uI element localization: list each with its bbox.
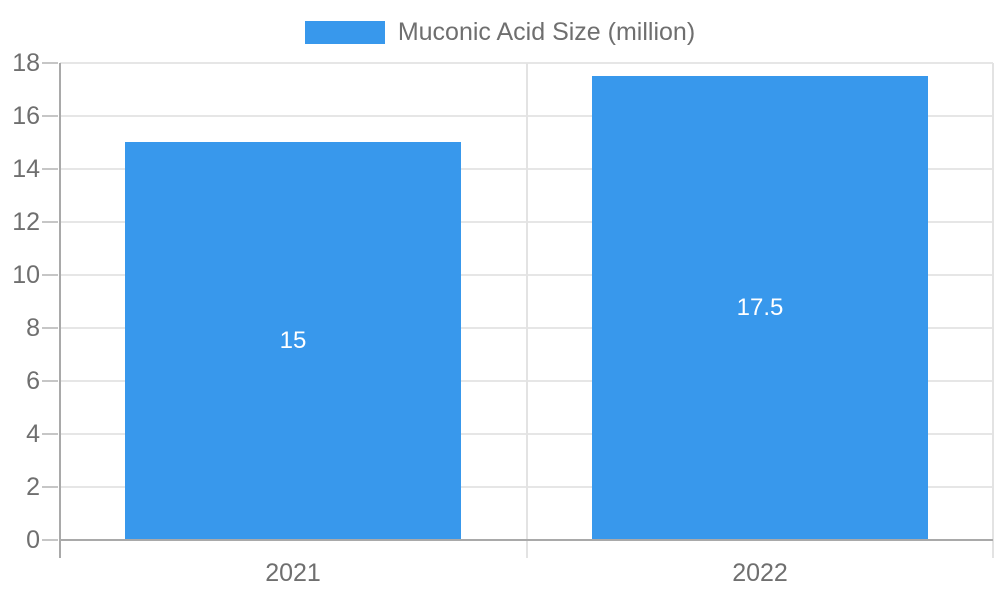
y-tick-label: 8 [26,314,40,342]
legend-swatch [304,20,385,44]
bar-value-label: 17.5 [736,294,784,321]
legend-label: Muconic Acid Size (million) [397,18,696,46]
y-axis: 0 2 4 6 8 10 12 14 16 18 [0,49,60,558]
bar[interactable]: 15 [125,142,461,540]
y-tick-mark [42,274,58,276]
y-tick-label: 10 [12,261,40,289]
y-tick-mark [42,327,58,329]
y-tick-mark [42,115,58,117]
bar-value-label: 15 [279,327,307,354]
x-category-label: 2022 [732,559,788,587]
bar[interactable]: 17.5 [592,76,928,540]
y-tick-label: 12 [12,208,40,236]
legend[interactable]: Muconic Acid Size (million) [0,17,1000,47]
y-tick-label: 2 [26,473,40,501]
y-tick-label: 4 [26,420,40,448]
y-tick-mark [42,221,58,223]
y-tick-label: 14 [12,155,40,183]
x-axis: 2021 2022 [60,556,993,590]
y-tick-label: 18 [12,49,40,77]
y-tick-mark [42,62,58,64]
y-tick-mark [42,539,58,541]
x-axis-line [60,539,993,541]
plot-area: 15 17.5 [59,62,994,558]
y-tick-mark [42,168,58,170]
y-tick-label: 0 [26,526,40,554]
y-tick-mark [42,380,58,382]
plot-right-border [992,63,994,558]
y-axis-line [59,63,61,558]
category-boundary-line [526,63,528,558]
y-tick-label: 6 [26,367,40,395]
y-tick-mark [42,486,58,488]
y-tick-label: 16 [12,102,40,130]
x-category-label: 2021 [265,559,321,587]
y-tick-mark [42,433,58,435]
